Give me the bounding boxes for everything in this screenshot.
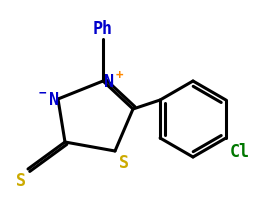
Text: S: S [16,171,26,189]
Text: S: S [119,153,129,171]
Text: N: N [49,90,59,108]
Text: −: − [38,86,46,99]
Text: +: + [116,68,124,81]
Text: N: N [104,73,114,90]
Text: Cl: Cl [230,142,250,160]
Text: Ph: Ph [93,20,113,38]
